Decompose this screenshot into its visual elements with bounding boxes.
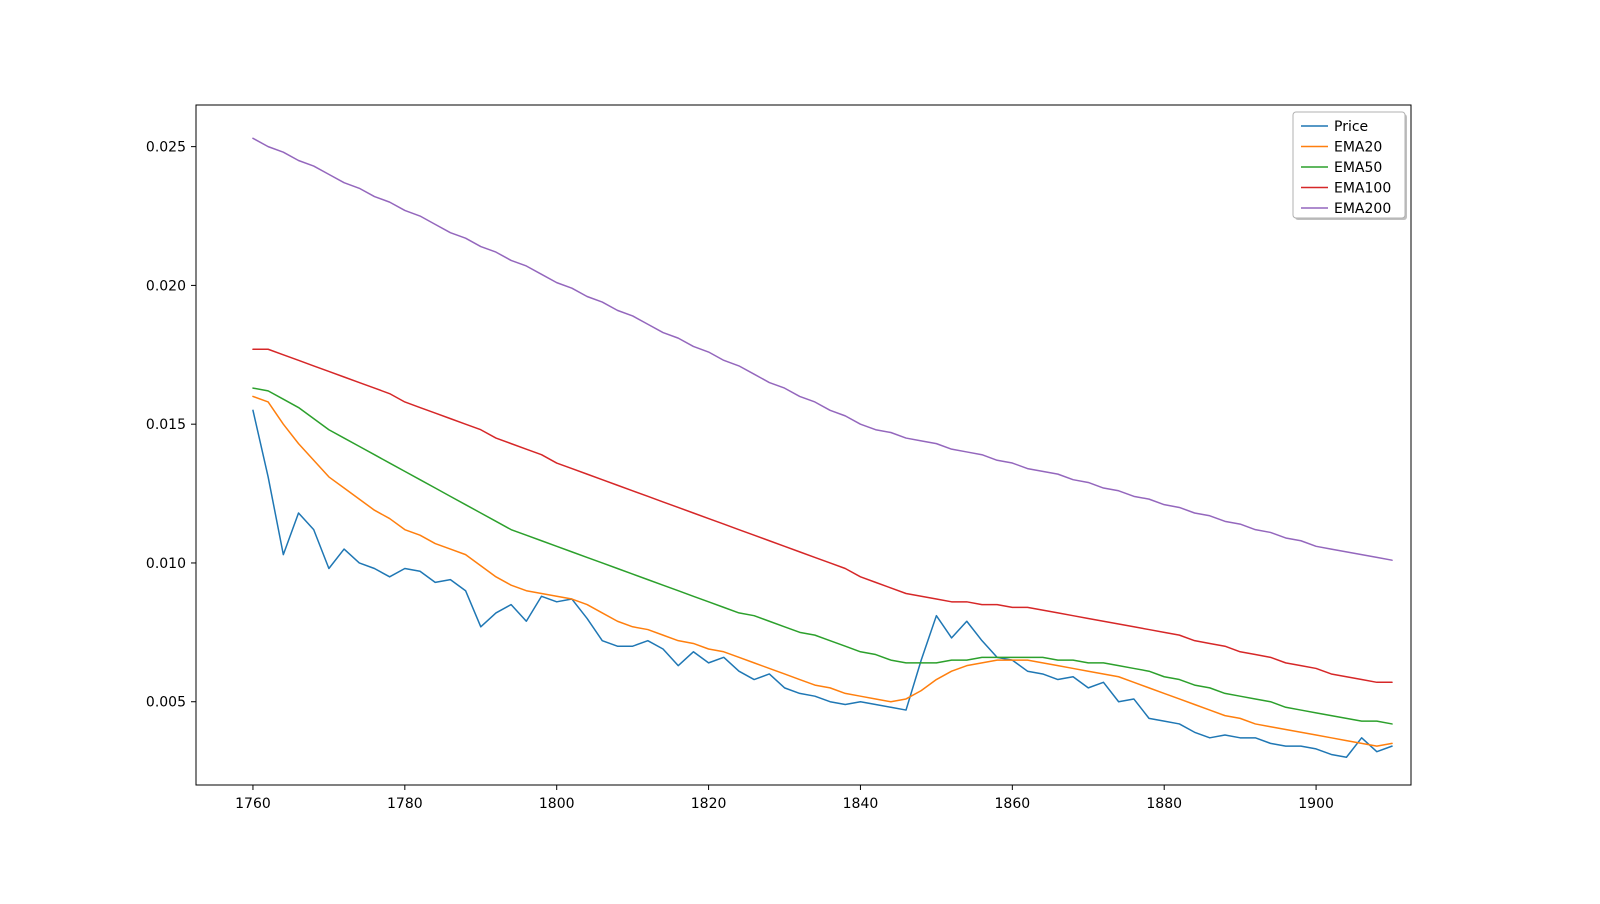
x-tick-label: 1840: [843, 796, 879, 812]
y-tick-label: 0.020: [146, 278, 186, 294]
legend-label-ema100: EMA100: [1334, 181, 1391, 197]
x-tick-label: 1760: [235, 796, 271, 812]
series-line-ema50: [252, 387, 1393, 725]
legend-label-ema20: EMA20: [1334, 140, 1382, 156]
y-tick-label: 0.015: [146, 417, 186, 433]
y-tick-label: 0.010: [146, 556, 186, 572]
x-tick-label: 1800: [539, 796, 575, 812]
x-tick-label: 1880: [1146, 796, 1182, 812]
legend-label-ema50: EMA50: [1334, 160, 1382, 176]
legend-label-ema200: EMA200: [1334, 201, 1391, 217]
series-line-price: [252, 409, 1393, 758]
y-tick-label: 0.005: [146, 695, 186, 711]
x-tick-label: 1780: [387, 796, 423, 812]
series-line-ema100: [252, 348, 1393, 684]
x-tick-label: 1820: [691, 796, 727, 812]
legend-box: [1292, 111, 1406, 219]
y-tick-label: 0.025: [146, 140, 186, 156]
series-line-ema20: [252, 395, 1393, 747]
x-tick-label: 1860: [995, 796, 1031, 812]
x-tick-label: 1900: [1298, 796, 1334, 812]
plot-frame: [195, 104, 1412, 786]
legend-label-price: Price: [1334, 119, 1368, 135]
series-line-ema200: [252, 137, 1393, 561]
